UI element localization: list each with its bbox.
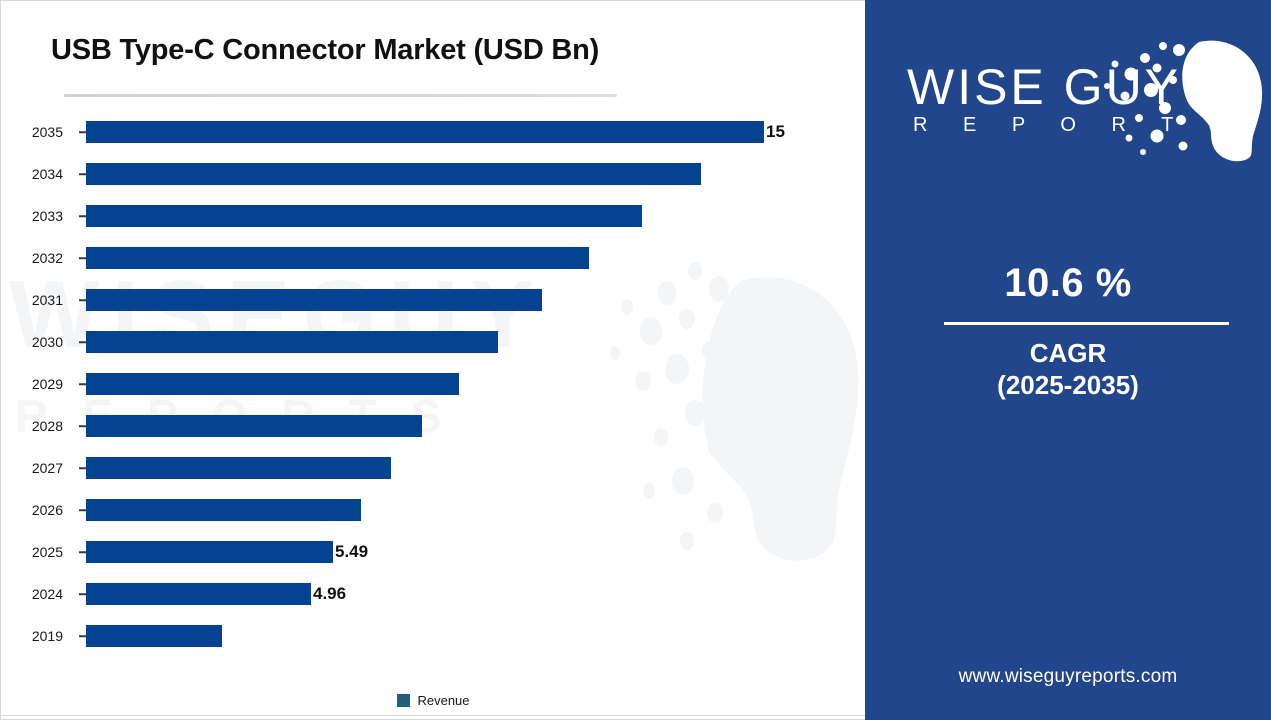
- y-axis-tick-mark: [79, 383, 86, 385]
- cagr-divider: [944, 322, 1229, 325]
- y-axis-tick-mark: [79, 257, 86, 259]
- logo-head-icon: [1104, 40, 1263, 162]
- chart-bar: [86, 289, 542, 311]
- cagr-period: (2025-2035): [997, 370, 1139, 400]
- chart-bar-row: 2032: [1, 237, 865, 279]
- y-axis-tick-mark: [79, 131, 86, 133]
- bar-data-label: 5.49: [335, 542, 369, 561]
- y-axis-tick-label: 2032: [31, 250, 63, 266]
- chart-bar: [86, 499, 361, 521]
- plot-area: 2035 15 2034 2033 2032 2031 2030 2029 2028 2027 20…: [1, 111, 865, 656]
- brand-panel: WISE GUY R E P O R T S: [865, 0, 1271, 720]
- bar-data-label: 15: [766, 122, 785, 141]
- chart-bar-row: 2025 5.49: [1, 531, 865, 573]
- y-axis-tick-label: 2028: [31, 418, 63, 434]
- chart-bar-row: 2026: [1, 489, 865, 531]
- bar-data-label: 4.96: [313, 584, 347, 603]
- chart-bar-row: 2024 4.96: [1, 573, 865, 615]
- y-axis-tick-mark: [79, 341, 86, 343]
- chart-bar: [86, 163, 701, 185]
- cagr-value: 10.6 %: [1004, 261, 1132, 305]
- y-axis-tick-label: 2035: [31, 124, 63, 140]
- chart-bar: [86, 247, 589, 269]
- chart-bar: [86, 331, 498, 353]
- chart-bar: [86, 457, 391, 479]
- y-axis-tick-label: 2019: [31, 628, 63, 644]
- chart-bar: [86, 625, 222, 647]
- page-title: USB Type-C Connector Market (USD Bn): [51, 34, 600, 66]
- chart-bar-row: 2029: [1, 363, 865, 405]
- y-axis-tick-label: 2034: [31, 166, 63, 182]
- y-axis-tick-mark: [79, 551, 86, 553]
- y-axis-tick-label: 2027: [31, 460, 63, 476]
- title-divider: [64, 94, 617, 97]
- chart-bar: [86, 583, 311, 605]
- bottom-divider: [1, 715, 865, 716]
- y-axis-tick-label: 2029: [31, 376, 63, 392]
- chart-bar-row: 2034: [1, 153, 865, 195]
- website-url: www.wiseguyreports.com: [958, 666, 1178, 687]
- chart-bar: [86, 205, 642, 227]
- chart-bar: [86, 121, 764, 143]
- chart-bar-row: 2031: [1, 279, 865, 321]
- y-axis-tick-label: 2024: [31, 586, 63, 602]
- logo-wordmark-secondary: R E P O R T S: [913, 114, 1237, 136]
- chart-bar-row: 2028: [1, 405, 865, 447]
- chart-bar-row: 2035 15: [1, 111, 865, 153]
- chart-bar-row: 2019: [1, 615, 865, 657]
- chart-bar: [86, 415, 422, 437]
- y-axis-tick-label: 2033: [31, 208, 63, 224]
- y-axis-tick-mark: [79, 593, 86, 595]
- chart-bar: [86, 373, 459, 395]
- legend-label-revenue: Revenue: [417, 693, 470, 708]
- y-axis-tick-mark: [79, 635, 86, 637]
- chart-bar: [86, 541, 333, 563]
- y-axis-tick-mark: [79, 299, 86, 301]
- y-axis-tick-mark: [79, 467, 86, 469]
- chart-bar-row: 2027: [1, 447, 865, 489]
- y-axis-tick-label: 2030: [31, 334, 63, 350]
- chart-bar-row: 2030: [1, 321, 865, 363]
- chart-bar-row: 2033: [1, 195, 865, 237]
- y-axis-tick-mark: [79, 173, 86, 175]
- y-axis-tick-mark: [79, 509, 86, 511]
- y-axis-tick-label: 2031: [31, 292, 63, 308]
- y-axis-tick-mark: [79, 425, 86, 427]
- chart-panel: USB Type-C Connector Market (USD Bn) WIS…: [0, 0, 865, 720]
- y-axis-tick-mark: [79, 215, 86, 217]
- brand-logo: WISE GUY R E P O R T S: [865, 34, 1271, 162]
- cagr-label: CAGR: [1029, 338, 1107, 368]
- y-axis-tick-label: 2026: [31, 502, 63, 518]
- legend-swatch-revenue: [397, 694, 411, 707]
- chart-legend: Revenue: [1, 693, 865, 708]
- y-axis-tick-label: 2025: [31, 544, 63, 560]
